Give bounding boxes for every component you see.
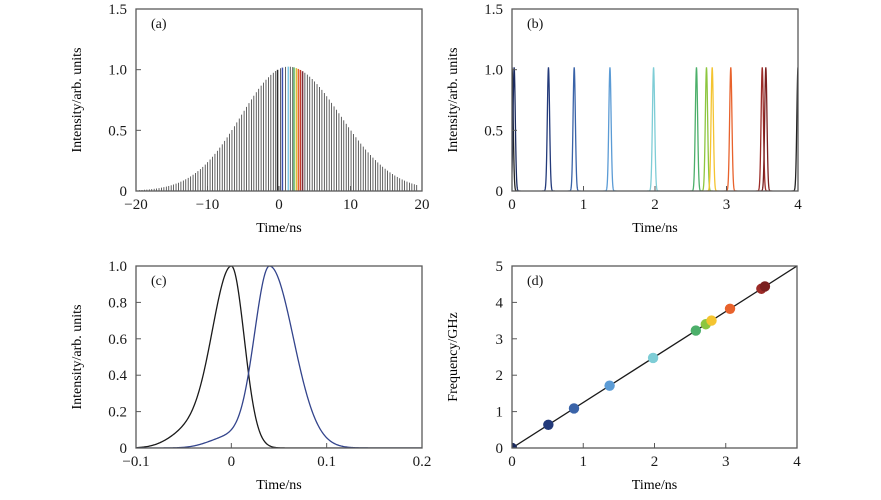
svg-text:0: 0 (120, 441, 128, 457)
svg-text:−10: −10 (196, 197, 219, 213)
svg-text:4: 4 (793, 454, 801, 470)
svg-text:(d): (d) (527, 274, 544, 289)
svg-text:Time/ns: Time/ns (632, 221, 677, 236)
svg-text:1.0: 1.0 (484, 63, 503, 79)
svg-text:0.2: 0.2 (413, 454, 432, 470)
svg-text:0.1: 0.1 (317, 454, 336, 470)
svg-text:5: 5 (496, 259, 504, 275)
svg-text:Intensity/arb. units: Intensity/arb. units (70, 305, 85, 410)
svg-text:Intensity/arb. units: Intensity/arb. units (446, 48, 461, 153)
svg-text:0: 0 (120, 184, 128, 200)
svg-text:2: 2 (651, 454, 659, 470)
svg-text:Frequency/GHz: Frequency/GHz (446, 312, 461, 401)
svg-text:0: 0 (508, 197, 516, 213)
svg-text:Time/ns: Time/ns (632, 478, 677, 493)
svg-text:0.2: 0.2 (108, 405, 127, 421)
svg-text:0.5: 0.5 (108, 123, 127, 139)
svg-text:0: 0 (496, 441, 504, 457)
svg-text:1: 1 (496, 405, 504, 421)
svg-text:0: 0 (275, 197, 283, 213)
svg-text:(b): (b) (527, 17, 544, 32)
svg-text:Intensity/arb. units: Intensity/arb. units (70, 48, 85, 153)
svg-text:20: 20 (415, 197, 430, 213)
svg-text:0.6: 0.6 (108, 332, 127, 348)
svg-text:4: 4 (496, 295, 504, 311)
svg-text:4: 4 (794, 197, 802, 213)
svg-text:Time/ns: Time/ns (256, 478, 301, 493)
svg-text:1.5: 1.5 (484, 2, 503, 18)
svg-text:Time/ns: Time/ns (256, 221, 301, 236)
svg-text:0: 0 (496, 184, 504, 200)
svg-text:0: 0 (228, 454, 236, 470)
svg-text:2: 2 (651, 197, 659, 213)
svg-text:1.5: 1.5 (108, 2, 127, 18)
svg-text:3: 3 (496, 332, 504, 348)
svg-text:2: 2 (496, 368, 504, 384)
svg-text:1: 1 (580, 197, 588, 213)
svg-text:10: 10 (343, 197, 358, 213)
svg-text:(a): (a) (151, 17, 167, 32)
svg-text:0.4: 0.4 (108, 368, 127, 384)
svg-text:0.5: 0.5 (484, 123, 503, 139)
svg-text:0: 0 (508, 454, 516, 470)
svg-text:−20: −20 (124, 197, 147, 213)
svg-text:1.0: 1.0 (108, 259, 127, 275)
svg-text:3: 3 (723, 197, 731, 213)
svg-text:1: 1 (580, 454, 588, 470)
svg-text:3: 3 (722, 454, 730, 470)
svg-text:(c): (c) (151, 274, 167, 289)
svg-text:1.0: 1.0 (108, 63, 127, 79)
svg-text:0.8: 0.8 (108, 295, 127, 311)
